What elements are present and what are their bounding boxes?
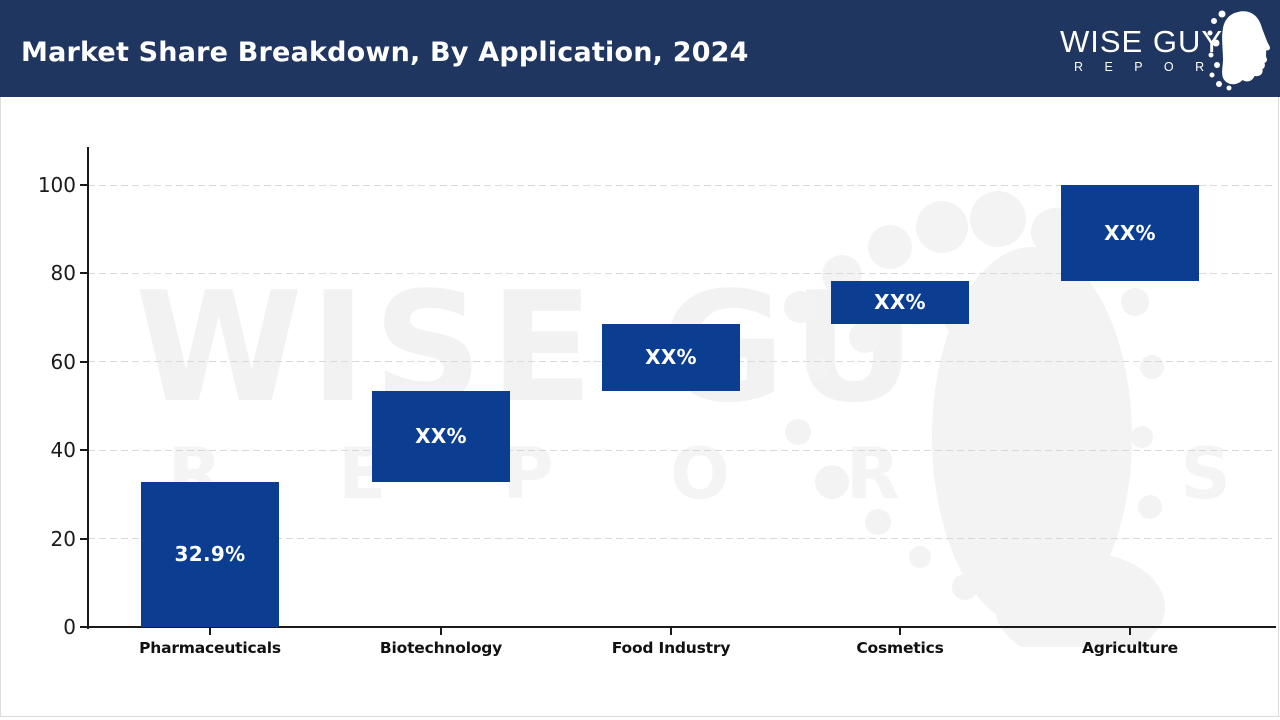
y-tick-label: 100: [37, 173, 76, 197]
y-tick-mark: [80, 626, 87, 628]
bar-value-label: XX%: [874, 290, 926, 315]
y-tick-mark: [80, 184, 87, 186]
figure-left-border: [0, 97, 1, 717]
y-tick-mark: [80, 449, 87, 452]
gridline: [88, 449, 1276, 451]
bar-food-industry: XX%: [602, 323, 740, 391]
figure-bottom-border: [0, 716, 1280, 717]
y-tick-label: 60: [50, 349, 76, 374]
y-tick-mark: [80, 537, 87, 540]
x-tick-mark: [670, 627, 672, 635]
x-tick-mark: [899, 627, 901, 635]
gridline: [88, 538, 1276, 540]
x-tick-mark: [440, 627, 442, 635]
x-tick-mark: [209, 627, 211, 635]
y-tick-mark: [80, 272, 87, 275]
y-tick-label: 0: [63, 615, 76, 639]
gridline: [88, 272, 1276, 274]
header-bar: Market Share Breakdown, By Application, …: [0, 0, 1280, 97]
logo-face-icon: [1207, 10, 1270, 91]
x-tick-label: Pharmaceuticals: [139, 639, 281, 657]
page-title: Market Share Breakdown, By Application, …: [21, 37, 749, 68]
y-tick-mark: [80, 360, 87, 363]
y-tick-label: 20: [50, 526, 76, 551]
bar-biotechnology: XX%: [372, 390, 510, 482]
waterfall-chart: WISE GUY R E P O R T S 0 20 40 60 80 100 32.9%…: [0, 97, 1280, 720]
bar-value-label: 32.9%: [174, 542, 246, 567]
x-tick-mark: [1129, 627, 1131, 635]
wiseguy-logo: WISE GUY R E P O R T S: [1022, 4, 1272, 94]
bar-value-label: XX%: [1104, 220, 1156, 245]
x-tick-label: Cosmetics: [856, 639, 944, 657]
x-tick-label: Agriculture: [1082, 639, 1178, 657]
bar-value-label: XX%: [415, 424, 467, 449]
x-tick-label: Food Industry: [611, 639, 731, 657]
y-tick-label: 40: [50, 438, 76, 463]
bar-value-label: XX%: [645, 345, 697, 370]
bar-pharmaceuticals: 32.9%: [141, 481, 279, 627]
figure-right-border: [1278, 97, 1279, 717]
x-tick-label: Biotechnology: [379, 639, 503, 657]
logo-wordmark: WISE GUY: [1060, 24, 1224, 59]
x-axis-line: [87, 626, 1276, 628]
bar-agriculture: XX%: [1061, 185, 1199, 281]
gridline: [88, 184, 1276, 186]
bar-cosmetics: XX%: [831, 280, 969, 324]
y-tick-label: 80: [50, 261, 76, 286]
y-axis-spine: [87, 147, 89, 629]
